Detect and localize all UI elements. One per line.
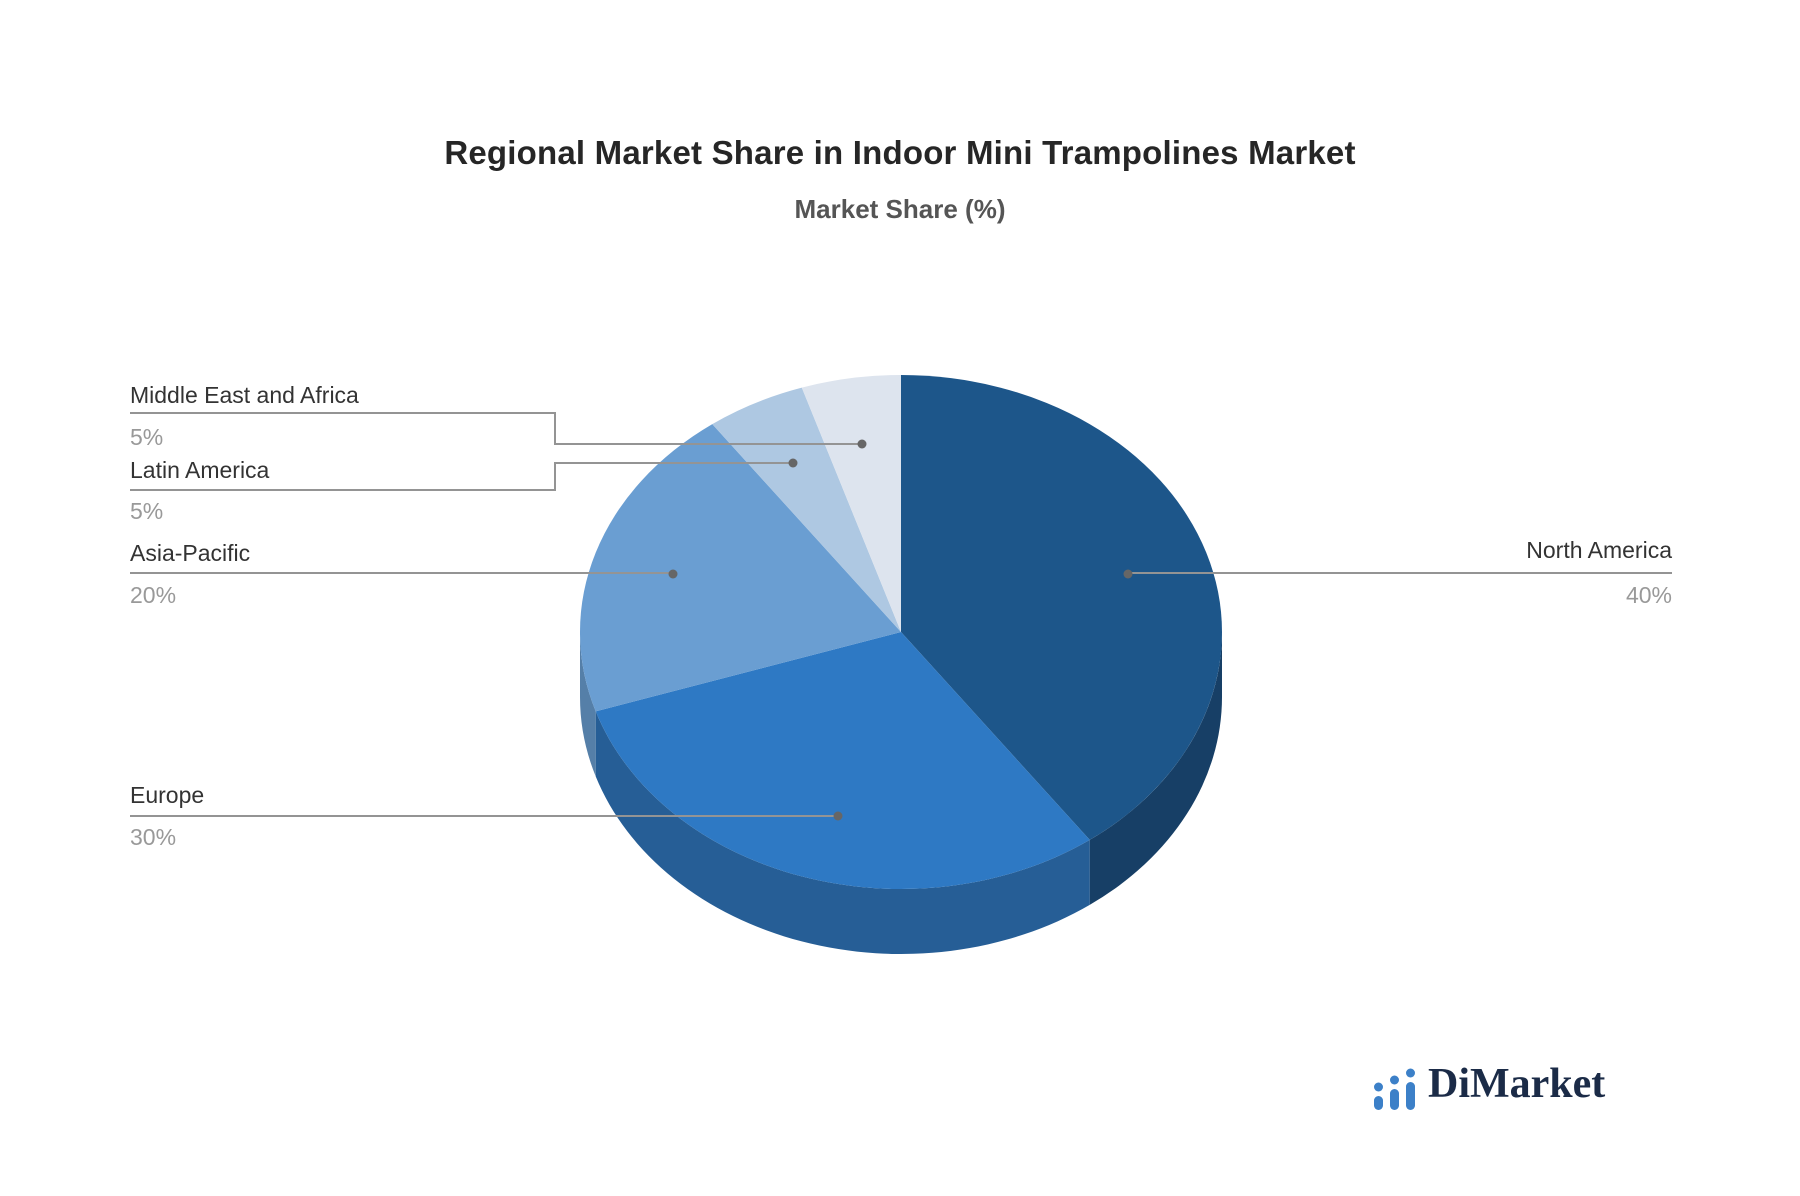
callout-pct-asia-pacific: 20% [130,582,177,608]
callout-dot-latin-america [788,458,798,468]
leader-line-middle-east-and-africa [130,412,862,445]
callout-dot-europe [833,811,843,821]
slice-north-america[interactable] [901,375,1222,840]
logo-bar [1374,1096,1383,1110]
chart-subtitle: Market Share (%) [794,194,1006,224]
dimarket-logo: DiMarket [1372,1058,1702,1122]
slice-middle-east-and-africa[interactable] [801,375,901,632]
callout-pct-latin-america: 5% [130,498,164,524]
slice-side-europe [595,711,1090,954]
chart-title: Regional Market Share in Indoor Mini Tra… [444,134,1356,171]
callout-label-north-america: North America [1526,537,1672,563]
callout-dot-north-america [1123,569,1133,579]
callout-pct-north-america: 40% [1625,582,1672,608]
callout-label-asia-pacific: Asia-Pacific [130,540,251,566]
callout-label-europe: Europe [130,782,205,808]
slice-side-north-america [1089,632,1222,905]
callout-pct-middle-east-and-africa: 5% [130,424,164,450]
slice-latin-america[interactable] [712,387,901,632]
slice-asia-pacific[interactable] [579,424,901,712]
logo-dot [1390,1075,1399,1085]
slice-europe[interactable] [595,632,1090,889]
logo-dot [1406,1068,1415,1078]
logo-bar [1406,1082,1415,1110]
dimarket-logo-icon [1374,1068,1415,1110]
callout-dot-middle-east-and-africa [857,439,867,449]
slice-side-asia-pacific [580,632,596,777]
callout-label-latin-america: Latin America [130,457,270,483]
callout-label-middle-east-and-africa: Middle East and Africa [130,382,359,408]
logo-dot [1374,1082,1383,1092]
callout-pct-europe: 30% [130,824,177,850]
dimarket-logo-text: DiMarket [1428,1061,1606,1107]
callout-dot-asia-pacific [668,569,678,579]
logo-bar [1390,1089,1399,1110]
leader-line-latin-america [130,462,793,491]
